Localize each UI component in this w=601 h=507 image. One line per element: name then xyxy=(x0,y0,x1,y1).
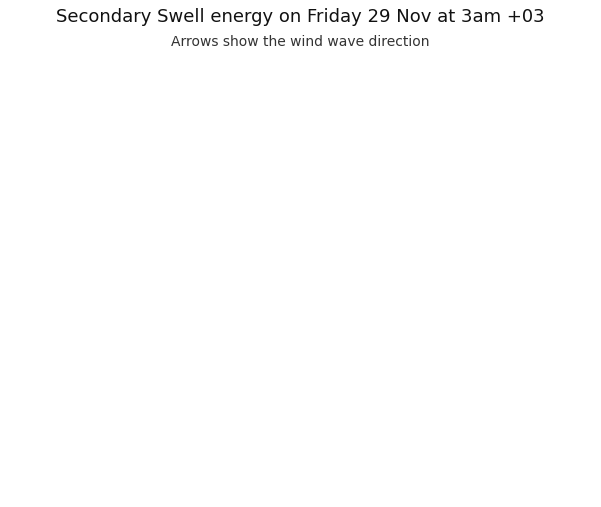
Text: Arrows show the wind wave direction: Arrows show the wind wave direction xyxy=(171,35,430,49)
Text: Secondary Swell energy on Friday 29 Nov at 3am +03: Secondary Swell energy on Friday 29 Nov … xyxy=(56,8,545,26)
